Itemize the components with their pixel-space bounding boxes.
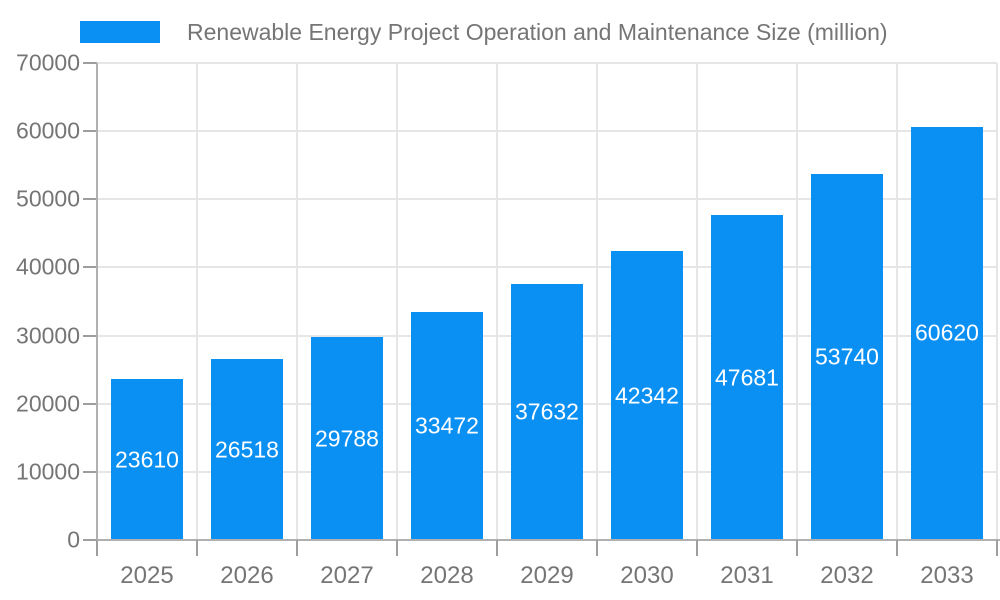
y-gridline bbox=[97, 266, 997, 269]
x-tick-mark bbox=[196, 540, 198, 556]
y-tick-label: 50000 bbox=[16, 185, 80, 212]
y-tick-mark bbox=[83, 402, 97, 405]
x-gridline bbox=[596, 63, 598, 540]
y-gridline bbox=[97, 198, 997, 201]
y-tick-label: 10000 bbox=[16, 458, 80, 485]
legend[interactable]: Renewable Energy Project Operation and M… bbox=[80, 18, 888, 45]
bar-value-label: 47681 bbox=[715, 364, 779, 391]
y-tick-mark bbox=[83, 334, 97, 337]
bar[interactable]: 42342 bbox=[611, 251, 683, 540]
y-gridline bbox=[97, 130, 997, 133]
x-tick-mark bbox=[996, 540, 998, 556]
y-tick-label: 0 bbox=[67, 526, 80, 553]
x-tick-label: 2026 bbox=[220, 562, 274, 589]
x-tick-label: 2030 bbox=[620, 562, 674, 589]
y-tick-label: 40000 bbox=[16, 253, 80, 280]
x-tick-mark bbox=[396, 540, 398, 556]
x-tick-mark bbox=[96, 540, 98, 556]
bar[interactable]: 26518 bbox=[211, 359, 283, 540]
y-tick-label: 60000 bbox=[16, 117, 80, 144]
x-tick-mark bbox=[896, 540, 898, 556]
legend-swatch bbox=[80, 21, 160, 43]
y-tick-label: 70000 bbox=[16, 49, 80, 76]
y-tick-mark bbox=[83, 470, 97, 473]
bar-value-label: 26518 bbox=[215, 436, 279, 463]
x-tick-mark bbox=[696, 540, 698, 556]
y-tick-mark bbox=[83, 62, 97, 64]
x-gridline bbox=[796, 63, 798, 540]
bar-value-label: 23610 bbox=[115, 446, 179, 473]
x-tick-label: 2028 bbox=[420, 562, 474, 589]
bar[interactable]: 33472 bbox=[411, 311, 483, 540]
y-axis-line bbox=[96, 63, 98, 540]
x-gridline bbox=[696, 63, 698, 540]
bar[interactable]: 23610 bbox=[111, 379, 183, 540]
x-axis-line bbox=[96, 539, 1000, 541]
x-tick-label: 2032 bbox=[820, 562, 874, 589]
y-tick-mark bbox=[83, 539, 97, 541]
bar[interactable]: 37632 bbox=[511, 283, 583, 540]
x-gridline bbox=[396, 63, 398, 540]
x-gridline bbox=[296, 63, 298, 540]
y-tick-label: 20000 bbox=[16, 390, 80, 417]
bar[interactable]: 29788 bbox=[311, 337, 383, 540]
y-tick-mark bbox=[83, 130, 97, 133]
x-tick-label: 2027 bbox=[320, 562, 374, 589]
y-tick-mark bbox=[83, 198, 97, 201]
bar-value-label: 53740 bbox=[815, 343, 879, 370]
bar-value-label: 33472 bbox=[415, 412, 479, 439]
x-gridline bbox=[996, 63, 998, 540]
bar[interactable]: 47681 bbox=[711, 215, 783, 540]
bar-value-label: 29788 bbox=[315, 425, 379, 451]
x-gridline bbox=[896, 63, 898, 540]
bar[interactable]: 60620 bbox=[911, 126, 983, 540]
x-tick-mark bbox=[596, 540, 598, 556]
x-tick-mark bbox=[296, 540, 298, 556]
x-tick-label: 2031 bbox=[720, 562, 774, 589]
bar-value-label: 60620 bbox=[915, 319, 979, 346]
x-tick-mark bbox=[496, 540, 498, 556]
x-tick-label: 2029 bbox=[520, 562, 574, 589]
x-tick-label: 2033 bbox=[920, 562, 974, 589]
x-tick-label: 2025 bbox=[120, 562, 174, 589]
bar-value-label: 37632 bbox=[515, 398, 579, 425]
legend-label: Renewable Energy Project Operation and M… bbox=[187, 18, 888, 45]
bar[interactable]: 53740 bbox=[811, 173, 883, 540]
bar-value-label: 42342 bbox=[615, 382, 679, 409]
x-tick-mark bbox=[796, 540, 798, 556]
y-gridline bbox=[97, 62, 997, 64]
x-gridline bbox=[196, 63, 198, 540]
x-gridline bbox=[496, 63, 498, 540]
y-tick-label: 30000 bbox=[16, 322, 80, 349]
y-tick-mark bbox=[83, 266, 97, 269]
